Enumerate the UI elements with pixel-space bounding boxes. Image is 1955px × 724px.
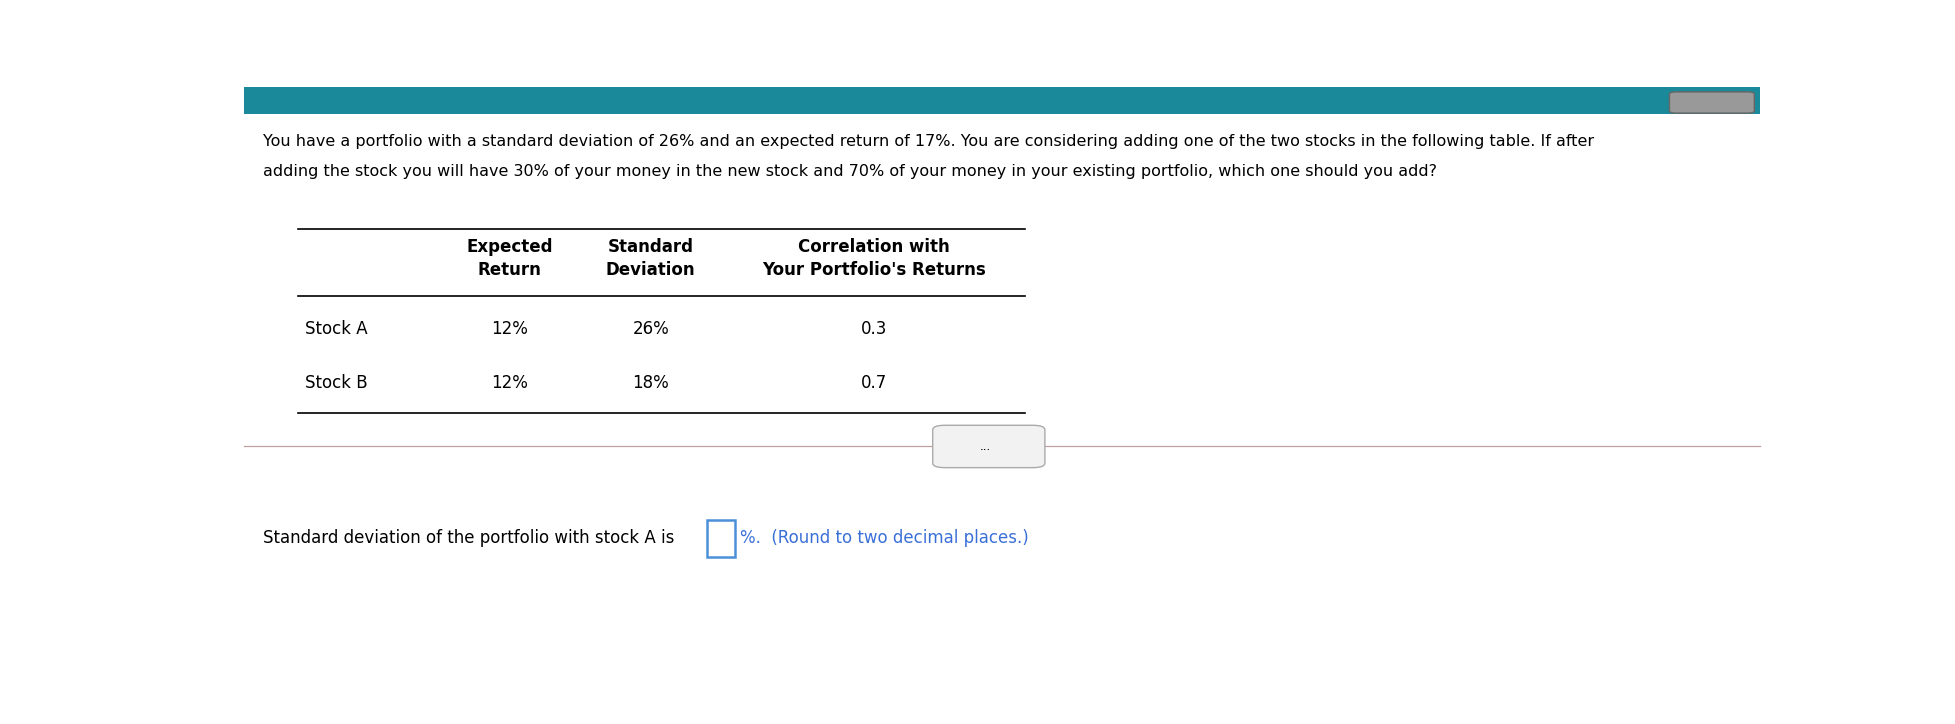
Text: 0.7: 0.7 [860, 374, 886, 392]
Text: Stock A: Stock A [305, 321, 368, 338]
Text: 12%: 12% [491, 374, 528, 392]
Text: ...: ... [979, 440, 991, 453]
Text: 12%: 12% [491, 321, 528, 338]
FancyBboxPatch shape [933, 425, 1044, 468]
Text: 26%: 26% [631, 321, 669, 338]
Text: adding the stock you will have 30% of your money in the new stock and 70% of you: adding the stock you will have 30% of yo… [262, 164, 1437, 179]
FancyBboxPatch shape [1668, 92, 1754, 113]
FancyBboxPatch shape [706, 520, 735, 557]
FancyBboxPatch shape [244, 87, 1760, 114]
Text: You have a portfolio with a standard deviation of 26% and an expected return of : You have a portfolio with a standard dev… [262, 134, 1593, 149]
Text: 18%: 18% [631, 374, 669, 392]
Text: %.  (Round to two decimal places.): %. (Round to two decimal places.) [739, 529, 1028, 547]
Text: Expected
Return: Expected Return [467, 237, 553, 279]
Text: Standard
Deviation: Standard Deviation [606, 237, 696, 279]
Text: Stock B: Stock B [305, 374, 368, 392]
Text: Correlation with
Your Portfolio's Returns: Correlation with Your Portfolio's Return… [760, 237, 985, 279]
Text: Standard deviation of the portfolio with stock A is: Standard deviation of the portfolio with… [262, 529, 678, 547]
Text: 0.3: 0.3 [860, 321, 886, 338]
